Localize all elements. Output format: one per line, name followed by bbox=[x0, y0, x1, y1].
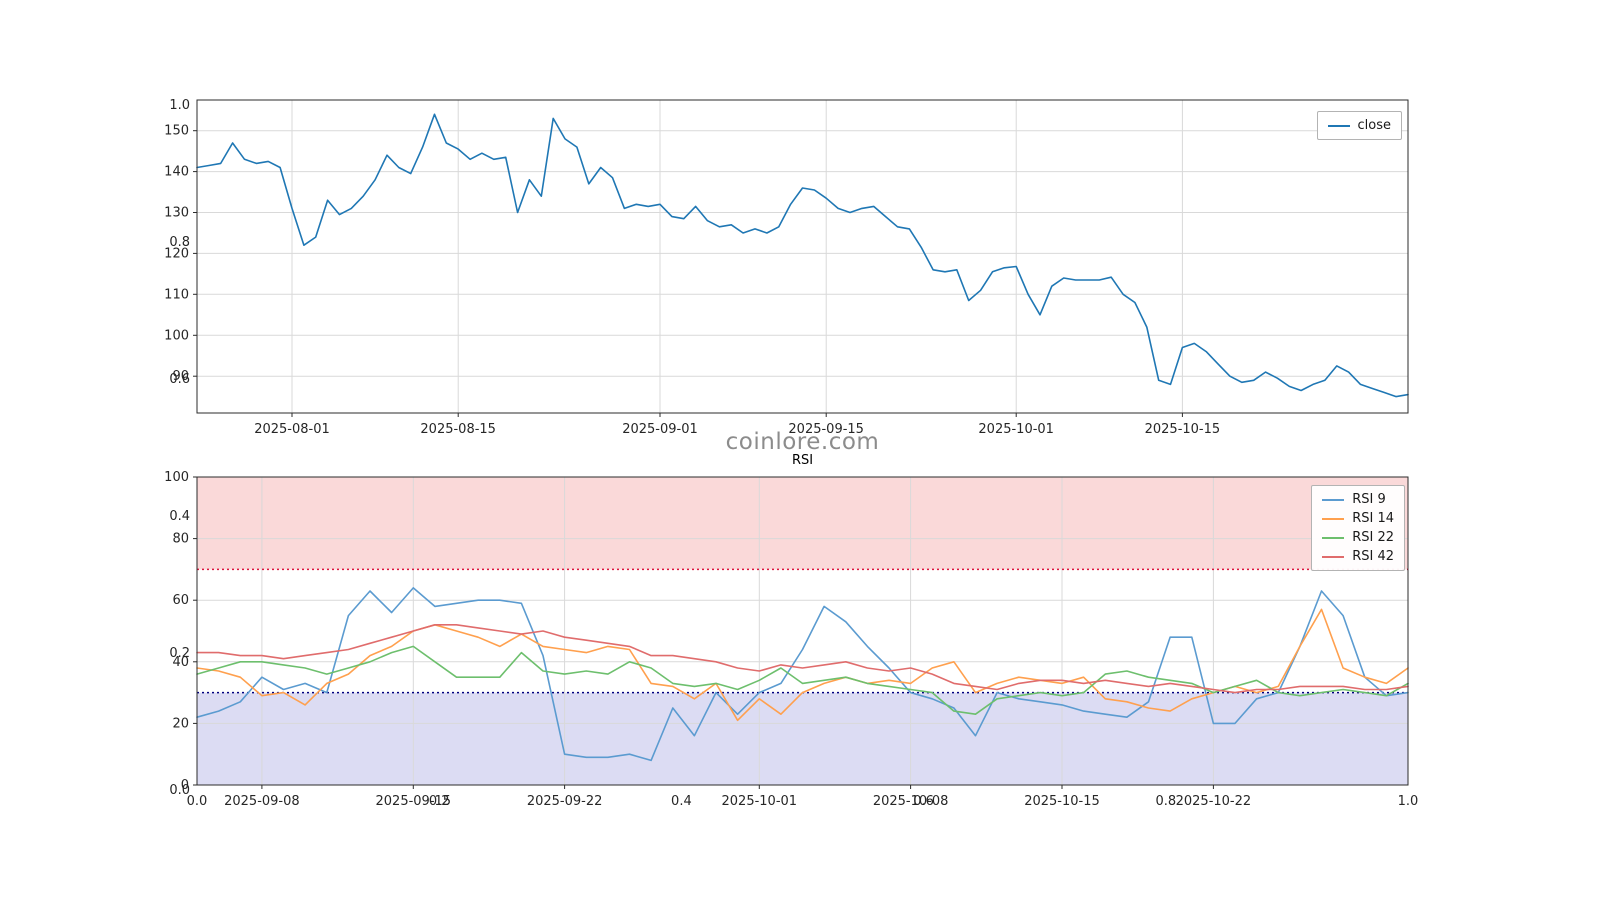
x-tick-label: 2025-08-01 bbox=[254, 422, 330, 437]
figure-y-axis-label: 0.0 bbox=[169, 783, 190, 798]
legend-close: close bbox=[1316, 111, 1402, 140]
figure-axis-labels: 1.0 0.8 0.6 0.4 0.2 0.00.0 0.2 0.4 0.6 0.8 1.0 bbox=[169, 98, 1418, 809]
legend-label: RSI 42 bbox=[1352, 549, 1394, 564]
x-tick-label: 2025-10-08 bbox=[873, 794, 949, 809]
figure-y-axis-label: 1.0 bbox=[169, 98, 190, 113]
figure-x-axis-label: 0.6 bbox=[913, 794, 934, 809]
legend-item-close: close bbox=[1327, 116, 1391, 135]
legend-rsi: RSI 9 RSI 14 RSI 22 RSI 42 bbox=[1311, 485, 1405, 571]
x-tick-label: 2025-10-01 bbox=[978, 422, 1054, 437]
legend-item-rsi-9: RSI 9 bbox=[1322, 490, 1394, 509]
y-tick-label: 90 bbox=[172, 369, 189, 384]
x-tick-label: 2025-09-15 bbox=[788, 422, 864, 437]
figure-x-axis-label: 0.0 bbox=[187, 794, 208, 809]
price-chart: 2025-08-01 2025-08-15 2025-09-01 2025-09-15… bbox=[164, 99, 1409, 437]
oversold-band bbox=[197, 692, 1408, 785]
x-tick-label: 2025-10-15 bbox=[1024, 794, 1100, 809]
legend-label: RSI 22 bbox=[1352, 530, 1394, 545]
legend-label: RSI 9 bbox=[1352, 492, 1386, 507]
y-tick-label: 100 bbox=[164, 470, 189, 485]
x-tick-label: 2025-10-01 bbox=[722, 794, 798, 809]
series-close bbox=[196, 113, 1409, 398]
y-tick-label: 120 bbox=[164, 246, 189, 261]
legend-line-sample bbox=[1322, 498, 1345, 501]
figure-x-axis-label: 1.0 bbox=[1398, 794, 1419, 809]
x-tick-label: 2025-09-08 bbox=[224, 794, 300, 809]
series-rsi-22 bbox=[196, 645, 1409, 716]
legend-item-rsi-42: RSI 42 bbox=[1322, 547, 1394, 566]
watermark: coinlore.com bbox=[725, 429, 880, 455]
figure-x-axis-label: 0.2 bbox=[429, 794, 450, 809]
legend-label: close bbox=[1357, 118, 1391, 133]
rsi-chart-title: RSI bbox=[791, 453, 814, 468]
legend-line-sample bbox=[1327, 124, 1350, 127]
legend-line-sample bbox=[1322, 517, 1345, 520]
y-tick-label: 20 bbox=[172, 716, 189, 731]
series-rsi-14 bbox=[196, 608, 1409, 722]
y-tick-label: 140 bbox=[164, 165, 189, 180]
x-tick-label: 2025-09-15 bbox=[376, 794, 452, 809]
y-tick-label: 110 bbox=[164, 287, 189, 302]
figure-y-axis-label: 0.4 bbox=[169, 509, 190, 524]
axes-frame bbox=[196, 99, 1409, 414]
legend-item-rsi-14: RSI 14 bbox=[1322, 509, 1394, 528]
overbought-band bbox=[197, 477, 1408, 570]
figure-x-axis-label: 0.4 bbox=[671, 794, 692, 809]
legend-item-rsi-22: RSI 22 bbox=[1322, 528, 1394, 547]
y-tick-label: 60 bbox=[172, 593, 189, 608]
series-rsi-42 bbox=[196, 623, 1409, 694]
x-tick-label: 2025-09-22 bbox=[527, 794, 603, 809]
y-tick-label: 130 bbox=[164, 206, 189, 221]
x-tick-label: 2025-10-15 bbox=[1145, 422, 1221, 437]
x-tick-label: 2025-08-15 bbox=[420, 422, 496, 437]
legend-label: RSI 14 bbox=[1352, 511, 1394, 526]
legend-line-sample bbox=[1322, 555, 1345, 558]
legend-line-sample bbox=[1322, 536, 1345, 539]
y-tick-label: 100 bbox=[164, 328, 189, 343]
x-tick-label: 2025-10-22 bbox=[1176, 794, 1252, 809]
figure-y-axis-label: 0.2 bbox=[169, 646, 190, 661]
y-tick-label: 80 bbox=[172, 532, 189, 547]
y-tick-label: 150 bbox=[164, 124, 189, 139]
axes-frame bbox=[196, 476, 1409, 786]
y-tick-label: 0 bbox=[181, 778, 189, 793]
figure-y-axis-label: 0.6 bbox=[169, 372, 190, 387]
figure-x-axis-label: 0.8 bbox=[1155, 794, 1176, 809]
figure-y-axis-label: 0.8 bbox=[169, 235, 190, 250]
rsi-chart: 2025-09-08 2025-09-15 2025-09-22 2025-10-01… bbox=[164, 470, 1409, 809]
y-tick-label: 40 bbox=[172, 655, 189, 670]
x-tick-label: 2025-09-01 bbox=[622, 422, 698, 437]
